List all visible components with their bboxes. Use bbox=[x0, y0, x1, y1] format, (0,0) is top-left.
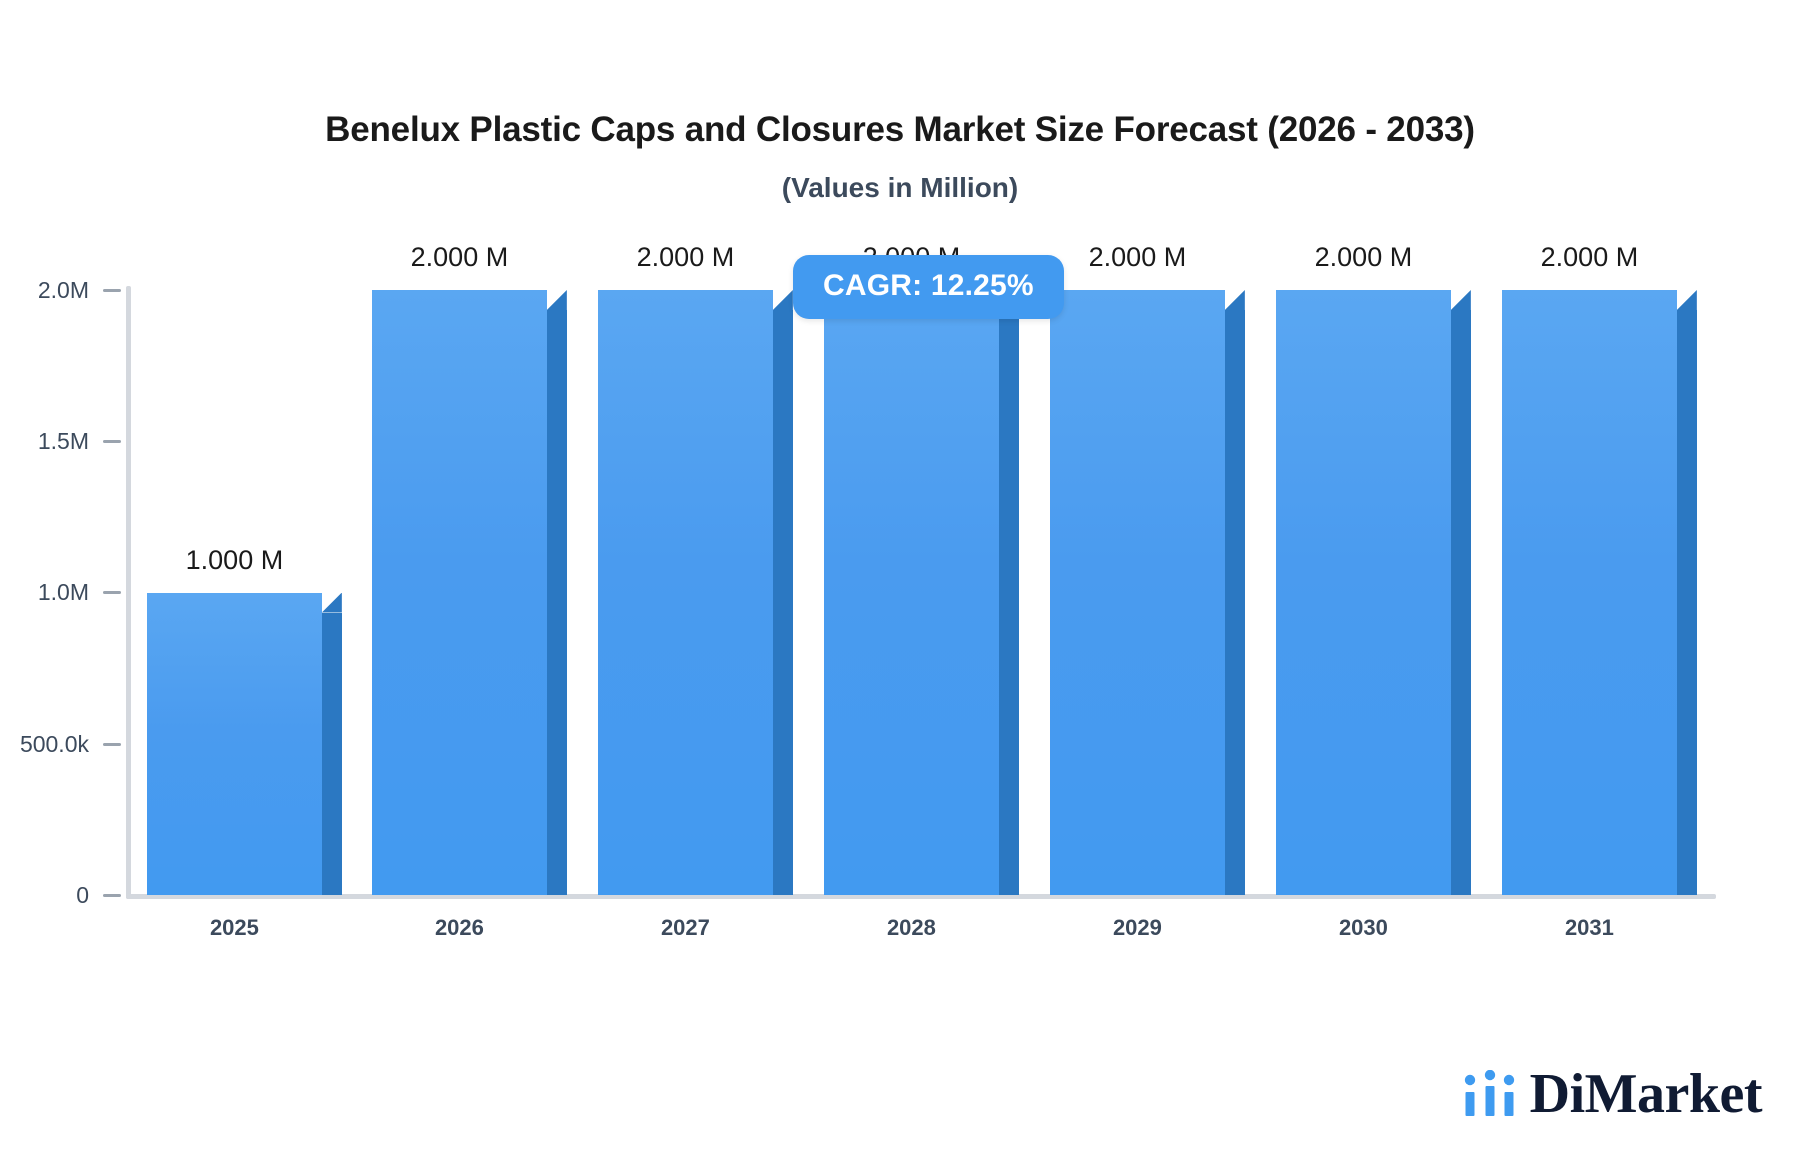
bar-top-face bbox=[772, 290, 793, 310]
bar-side-face bbox=[1676, 310, 1697, 895]
bar-front-face bbox=[1502, 290, 1677, 895]
brand-logo: DiMarket bbox=[1464, 1063, 1763, 1125]
bar-value-label: 2.000 M bbox=[1540, 242, 1639, 272]
y-axis-line bbox=[126, 286, 131, 899]
bar-value-label: 1.000 M bbox=[185, 544, 284, 575]
bar-front-face bbox=[824, 290, 999, 895]
x-axis-label: 2028 bbox=[886, 915, 936, 940]
y-axis-ticks: 2.0M 1.5M 1.0M 500.0k 0 bbox=[0, 0, 131, 1156]
bar-front-face bbox=[1050, 290, 1225, 895]
x-axis-label: 2025 bbox=[209, 915, 259, 940]
bar-value-label: 2.000 M bbox=[410, 242, 509, 272]
bar-front-face bbox=[1276, 290, 1451, 895]
bar-chart-icon bbox=[1464, 1070, 1514, 1116]
chart-subtitle: (Values in Million) bbox=[781, 172, 1019, 203]
y-tick-mark bbox=[103, 439, 121, 443]
bar[interactable] bbox=[1502, 290, 1697, 895]
bar-side-face bbox=[1450, 310, 1471, 895]
plot-area bbox=[131, 290, 1712, 895]
bar-value-label: 2.000 M bbox=[636, 242, 735, 272]
bar-side-face bbox=[546, 310, 567, 895]
bar[interactable] bbox=[824, 290, 1019, 895]
bar-front-face bbox=[598, 290, 773, 895]
bar-value-label: 2.000 M bbox=[1088, 242, 1187, 272]
bar[interactable] bbox=[1276, 290, 1471, 895]
bar-top-face bbox=[1676, 290, 1697, 310]
bar-top-face bbox=[1224, 290, 1245, 310]
x-axis-label: 2026 bbox=[434, 915, 484, 940]
bar[interactable] bbox=[147, 592, 342, 895]
chart-title: Benelux Plastic Caps and Closures Market… bbox=[325, 110, 1475, 149]
bar-front-face bbox=[372, 290, 547, 895]
bar[interactable] bbox=[1050, 290, 1245, 895]
y-tick-mark bbox=[103, 893, 121, 897]
bar-series bbox=[131, 290, 1712, 895]
y-tick-label: 1.5M bbox=[37, 427, 89, 454]
cagr-badge: CAGR: 12.25% bbox=[793, 255, 1064, 319]
y-tick-mark bbox=[103, 590, 121, 594]
bar-side-face bbox=[772, 310, 793, 895]
brand-name: DiMarket bbox=[1529, 1063, 1763, 1125]
x-axis-label: 2030 bbox=[1338, 915, 1388, 940]
bar[interactable] bbox=[372, 290, 567, 895]
y-tick-label: 500.0k bbox=[19, 730, 89, 757]
bar-top-face bbox=[546, 290, 567, 310]
y-tick-mark bbox=[103, 288, 121, 292]
y-tick-mark bbox=[103, 742, 121, 746]
bar-value-label: 2.000 M bbox=[1314, 242, 1413, 272]
y-tick-label: 2.0M bbox=[37, 276, 89, 303]
x-axis-label: 2027 bbox=[660, 915, 710, 940]
y-tick-label: 1.0M bbox=[37, 578, 89, 605]
x-axis-label: 2031 bbox=[1564, 915, 1614, 940]
x-axis-line bbox=[126, 894, 1716, 899]
bar-top-face bbox=[321, 592, 342, 613]
x-axis-label: 2029 bbox=[1112, 915, 1162, 940]
bar-side-face bbox=[321, 612, 342, 895]
bar[interactable] bbox=[598, 290, 793, 895]
bar-side-face bbox=[1224, 310, 1245, 895]
bar-front-face bbox=[147, 592, 322, 895]
bar-side-face bbox=[998, 310, 1019, 895]
bar-top-face bbox=[1450, 290, 1471, 310]
y-tick-label: 0 bbox=[76, 881, 89, 908]
